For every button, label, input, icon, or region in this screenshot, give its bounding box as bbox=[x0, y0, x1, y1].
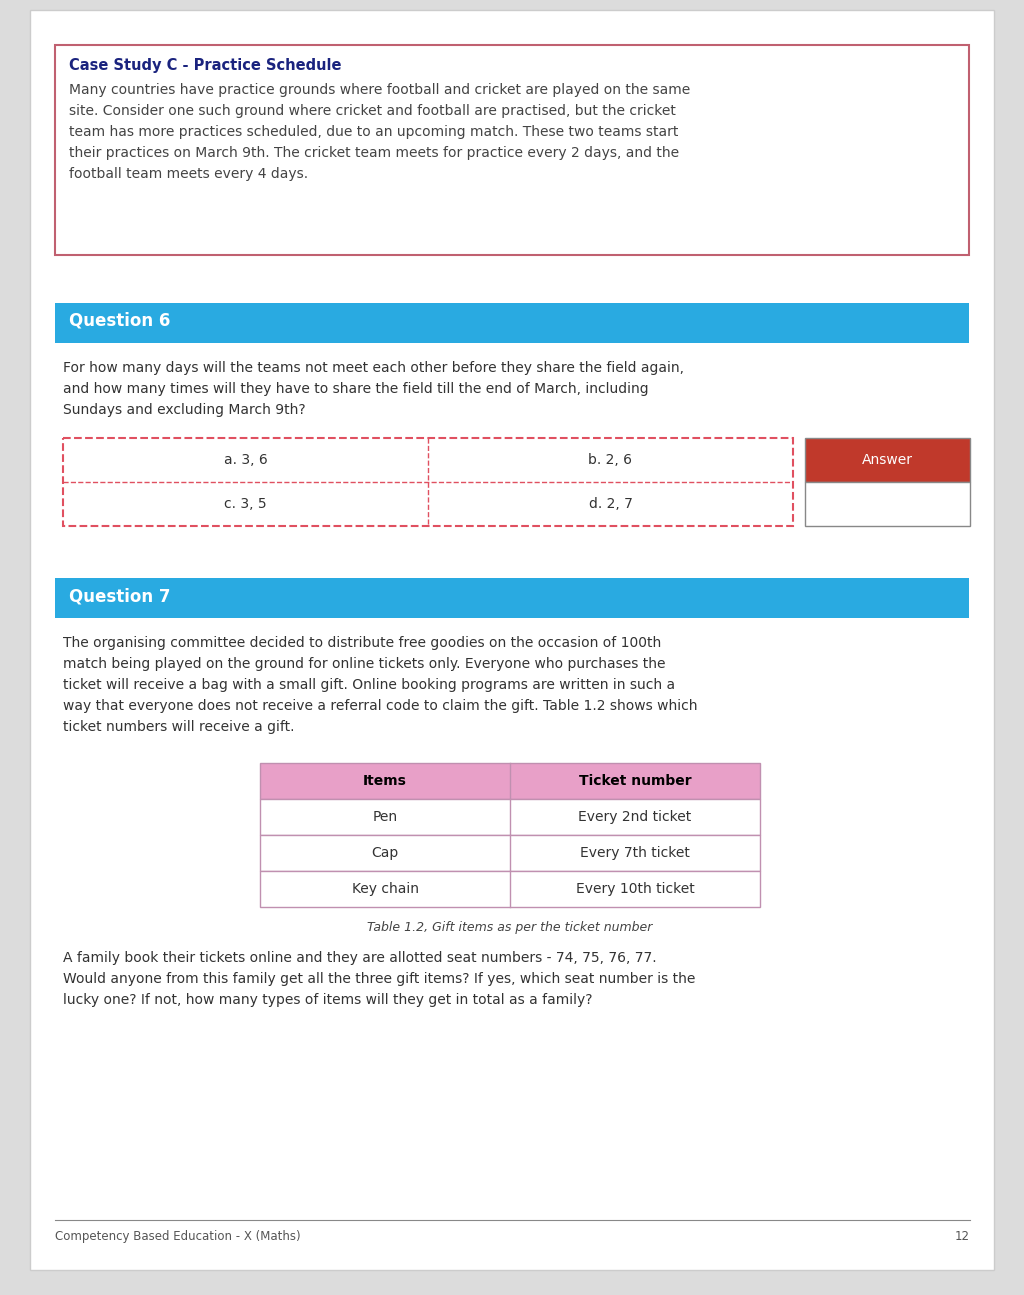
Text: Question 7: Question 7 bbox=[69, 587, 171, 605]
Bar bbox=[63, 438, 793, 526]
Bar bbox=[55, 303, 969, 343]
Text: A family book their tickets online and they are allotted seat numbers - 74, 75, : A family book their tickets online and t… bbox=[63, 951, 656, 965]
Text: Answer: Answer bbox=[862, 453, 913, 467]
Text: Sundays and excluding March 9th?: Sundays and excluding March 9th? bbox=[63, 403, 305, 417]
Text: way that everyone does not receive a referral code to claim the gift. Table 1.2 : way that everyone does not receive a ref… bbox=[63, 699, 697, 714]
Bar bbox=[260, 799, 760, 835]
Text: their practices on March 9th. The cricket team meets for practice every 2 days, : their practices on March 9th. The cricke… bbox=[69, 146, 679, 161]
Text: For how many days will the teams not meet each other before they share the field: For how many days will the teams not mee… bbox=[63, 361, 684, 376]
Text: a. 3, 6: a. 3, 6 bbox=[223, 453, 267, 467]
Text: Competency Based Education - X (Maths): Competency Based Education - X (Maths) bbox=[55, 1230, 301, 1243]
Text: ticket will receive a bag with a small gift. Online booking programs are written: ticket will receive a bag with a small g… bbox=[63, 679, 675, 692]
Bar bbox=[260, 763, 760, 799]
Text: c. 3, 5: c. 3, 5 bbox=[224, 497, 267, 512]
Bar bbox=[55, 578, 969, 618]
Bar bbox=[55, 45, 969, 255]
Text: lucky one? If not, how many types of items will they get in total as a family?: lucky one? If not, how many types of ite… bbox=[63, 993, 593, 1008]
Text: Key chain: Key chain bbox=[351, 882, 419, 896]
Text: site. Consider one such ground where cricket and football are practised, but the: site. Consider one such ground where cri… bbox=[69, 104, 676, 118]
Bar bbox=[260, 835, 760, 872]
Text: b. 2, 6: b. 2, 6 bbox=[589, 453, 633, 467]
Text: Would anyone from this family get all the three gift items? If yes, which seat n: Would anyone from this family get all th… bbox=[63, 973, 695, 985]
Text: Table 1.2, Gift items as per the ticket number: Table 1.2, Gift items as per the ticket … bbox=[368, 921, 652, 934]
Text: team has more practices scheduled, due to an upcoming match. These two teams sta: team has more practices scheduled, due t… bbox=[69, 126, 678, 139]
Text: Every 10th ticket: Every 10th ticket bbox=[575, 882, 694, 896]
Text: match being played on the ground for online tickets only. Everyone who purchases: match being played on the ground for onl… bbox=[63, 657, 666, 671]
Text: Pen: Pen bbox=[373, 809, 397, 824]
Text: Every 7th ticket: Every 7th ticket bbox=[580, 846, 690, 860]
Text: football team meets every 4 days.: football team meets every 4 days. bbox=[69, 167, 308, 181]
Text: Many countries have practice grounds where football and cricket are played on th: Many countries have practice grounds whe… bbox=[69, 83, 690, 97]
Text: Question 6: Question 6 bbox=[69, 312, 170, 330]
Bar bbox=[805, 438, 970, 482]
Text: d. 2, 7: d. 2, 7 bbox=[589, 497, 633, 512]
Text: The organising committee decided to distribute free goodies on the occasion of 1: The organising committee decided to dist… bbox=[63, 636, 662, 650]
Text: ticket numbers will receive a gift.: ticket numbers will receive a gift. bbox=[63, 720, 295, 734]
Text: 12: 12 bbox=[955, 1230, 970, 1243]
Text: and how many times will they have to share the field till the end of March, incl: and how many times will they have to sha… bbox=[63, 382, 648, 396]
Text: Case Study C - Practice Schedule: Case Study C - Practice Schedule bbox=[69, 58, 341, 73]
Text: Cap: Cap bbox=[372, 846, 398, 860]
Text: Every 2nd ticket: Every 2nd ticket bbox=[579, 809, 691, 824]
Text: Ticket number: Ticket number bbox=[579, 774, 691, 787]
Text: Items: Items bbox=[364, 774, 407, 787]
Bar bbox=[805, 482, 970, 526]
Bar bbox=[260, 872, 760, 906]
